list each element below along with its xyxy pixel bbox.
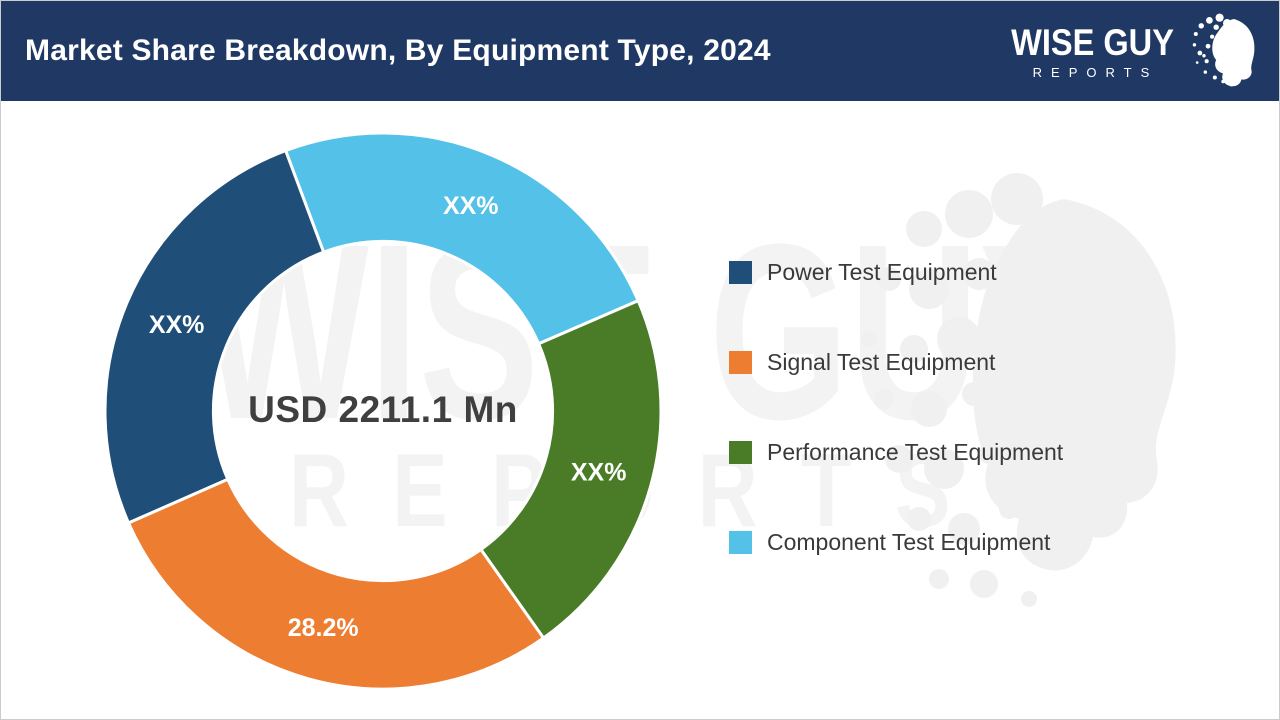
legend-item-signal: Signal Test Equipment	[729, 348, 995, 376]
chart-title: Market Share Breakdown, By Equipment Typ…	[25, 34, 771, 67]
legend-item-component: Component Test Equipment	[729, 528, 1050, 556]
slice-label-component-test-equipment: XX%	[443, 192, 499, 220]
legend-label-power: Power Test Equipment	[767, 258, 997, 285]
legend-label-performance: Performance Test Equipment	[767, 438, 1064, 465]
legend-swatch-signal	[729, 350, 752, 374]
slice-performance-test-equipment	[479, 299, 663, 640]
legend-item-power: Power Test Equipment	[729, 258, 997, 286]
legend-item-performance: Performance Test Equipment	[729, 438, 1063, 466]
donut-chart: XX% XX% 28.2% XX%	[103, 131, 663, 691]
legend-swatch-power	[729, 260, 752, 284]
logo-face-icon	[1192, 13, 1255, 87]
slice-component-test-equipment	[284, 131, 640, 346]
legend-label-signal: Signal Test Equipment	[767, 348, 996, 375]
legend-label-component: Component Test Equipment	[767, 528, 1051, 555]
slice-label-power-test-equipment: XX%	[149, 311, 205, 339]
slice-label-performance-test-equipment: XX%	[571, 459, 627, 487]
slice-power-test-equipment	[103, 149, 326, 525]
wise-guy-logo: WISE GUY REPORTS	[1000, 11, 1257, 91]
logo-subtitle: REPORTS	[1032, 64, 1159, 80]
logo-text: WISE GUY REPORTS	[1000, 24, 1185, 79]
logo-wordmark: WISE GUY	[1011, 21, 1174, 63]
slice-label-signal-test-equipment: 28.2%	[288, 614, 359, 642]
donut-center-value: USD 2211.1 Mn	[248, 389, 518, 430]
slice-signal-test-equipment	[127, 477, 545, 691]
legend-swatch-performance	[729, 440, 752, 464]
watermark-face-icon	[861, 173, 1176, 607]
legend-swatch-component	[729, 530, 752, 554]
header: Market Share Breakdown, By Equipment Typ…	[1, 1, 1279, 101]
